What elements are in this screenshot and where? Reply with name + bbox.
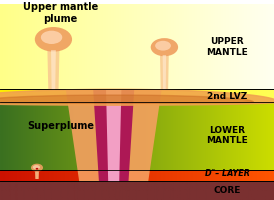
Polygon shape bbox=[51, 50, 56, 89]
Ellipse shape bbox=[36, 168, 38, 170]
Text: 2nd LVZ: 2nd LVZ bbox=[207, 92, 247, 101]
Polygon shape bbox=[66, 89, 162, 181]
Polygon shape bbox=[106, 89, 121, 181]
Ellipse shape bbox=[41, 31, 62, 44]
Text: LOWER
MANTLE: LOWER MANTLE bbox=[207, 126, 248, 145]
Polygon shape bbox=[163, 55, 166, 89]
Ellipse shape bbox=[155, 41, 171, 51]
Ellipse shape bbox=[151, 38, 178, 56]
Ellipse shape bbox=[33, 165, 40, 169]
Ellipse shape bbox=[35, 27, 72, 52]
Polygon shape bbox=[35, 172, 39, 179]
Polygon shape bbox=[93, 89, 134, 181]
Polygon shape bbox=[160, 55, 169, 89]
Polygon shape bbox=[47, 50, 59, 89]
Ellipse shape bbox=[31, 164, 43, 172]
Text: Superplume: Superplume bbox=[27, 121, 95, 131]
Text: CORE: CORE bbox=[214, 186, 241, 195]
Text: D″– LAYER: D″– LAYER bbox=[205, 169, 250, 178]
Text: UPPER
MANTLE: UPPER MANTLE bbox=[207, 37, 248, 57]
Text: Upper mantle
plume: Upper mantle plume bbox=[23, 2, 98, 24]
